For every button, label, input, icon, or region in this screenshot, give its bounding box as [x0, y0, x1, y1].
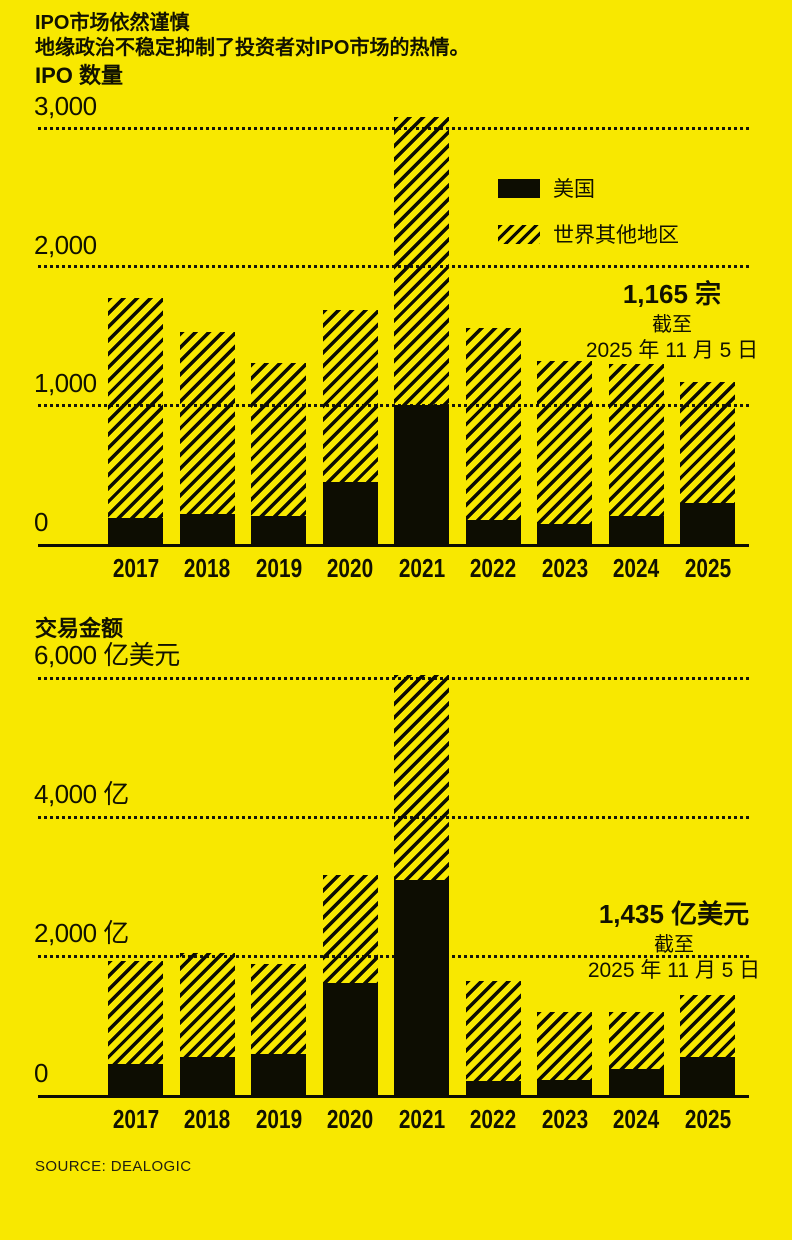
source-note: SOURCE: DEALOGIC — [35, 1158, 192, 1175]
bar-rest-of-world-2017 — [108, 297, 163, 519]
bar-rest-of-world-2020 — [322, 874, 378, 984]
y-axis-tick-label: 4,000 亿 — [34, 779, 129, 809]
bar-us-2022 — [465, 520, 521, 544]
y-axis-tick-label: 1,000 — [34, 368, 97, 399]
bar-rest-of-world-2025 — [680, 995, 735, 1058]
bar-rest-of-world-2018 — [179, 953, 235, 1058]
x-axis-label-2018: 2018 — [183, 553, 231, 583]
gridline-1000 — [38, 403, 749, 407]
x-axis-label-2024: 2024 — [612, 1104, 660, 1134]
bar-us-2020 — [322, 983, 378, 1095]
page-subtitle: 地缘政治不稳定抑制了投资者对IPO市场的热情。 — [35, 37, 470, 59]
x-axis-label-2025: 2025 — [684, 1104, 731, 1134]
chart2-annotation-asof: 截至 — [654, 934, 694, 956]
x-axis-label-2017: 2017 — [112, 1104, 159, 1134]
x-axis-label-2019: 2019 — [255, 1104, 302, 1134]
chart2-annotation-value: 1,435 亿美元 — [598, 899, 750, 929]
bar-rest-of-world-2023 — [537, 1012, 592, 1081]
bar-us-2025 — [680, 503, 735, 544]
bar-us-2021 — [394, 405, 449, 544]
bar-rest-of-world-2023 — [537, 360, 592, 524]
chart1-annotation: 1,165 宗 截至 2025 年 11 月 5 日 — [562, 279, 782, 364]
gridline-3000 — [38, 126, 749, 130]
x-axis-label-2023: 2023 — [541, 553, 588, 583]
chart2-title: 交易金额 — [35, 616, 124, 641]
x-axis-label-2025: 2025 — [684, 553, 731, 583]
bar-us-2017 — [108, 518, 163, 544]
x-axis-label-2018: 2018 — [183, 1104, 231, 1134]
x-axis-label-2020: 2020 — [326, 553, 374, 583]
x-axis-label-2017: 2017 — [112, 553, 159, 583]
legend-rest-of-world-swatch — [498, 224, 540, 244]
bar-rest-of-world-2018 — [179, 331, 235, 514]
x-axis-label-2020: 2020 — [326, 1104, 374, 1134]
legend-us-label: 美国 — [553, 178, 595, 201]
gridline-2000 — [38, 265, 749, 269]
bar-us-2017 — [108, 1063, 163, 1095]
chart1-annotation-asof: 截至 — [652, 314, 692, 336]
bar-rest-of-world-2022 — [465, 327, 521, 521]
legend-rest-of-world-label: 世界其他地区 — [553, 224, 679, 247]
bar-us-2018 — [179, 513, 235, 544]
bar-rest-of-world-2025 — [680, 382, 735, 504]
gridline-4000 — [38, 815, 749, 819]
chart2-plot: 0 2,000 亿 4,000 亿 6,000 亿美元 2017 2018 2019 2020… — [34, 640, 749, 1134]
bar-us-2023 — [537, 523, 592, 544]
chart1-annotation-value: 1,165 宗 — [622, 279, 722, 309]
bar-rest-of-world-2017 — [108, 960, 163, 1064]
legend-item-rest-of-world: 世界其他地区 — [498, 219, 679, 249]
bar-us-2020 — [322, 482, 378, 544]
bar-rest-of-world-2022 — [465, 981, 521, 1082]
x-axis-label-2021: 2021 — [398, 553, 445, 583]
bar-us-2022 — [465, 1081, 521, 1095]
x-axis-label-2024: 2024 — [612, 553, 660, 583]
bar-rest-of-world-2020 — [322, 309, 378, 483]
bar-us-2019 — [251, 515, 306, 544]
x-axis-label-2021: 2021 — [398, 1104, 445, 1134]
chart2-annotation: 1,435 亿美元 截至 2025 年 11 月 5 日 — [564, 899, 784, 984]
bar-rest-of-world-2021 — [394, 116, 449, 406]
y-axis-tick-label: 2,000 — [34, 229, 97, 260]
x-axis-label-2022: 2022 — [469, 553, 517, 583]
page-title: IPO市场依然谨慎 — [35, 12, 190, 34]
legend: 美国 世界其他地区 — [498, 173, 679, 249]
y-axis-tick-label: 0 — [34, 1058, 48, 1088]
x-axis-label-2022: 2022 — [469, 1104, 517, 1134]
bar-rest-of-world-2024 — [608, 363, 664, 517]
gridline-6000 — [38, 676, 749, 680]
bar-us-2025 — [680, 1057, 735, 1095]
x-axis-label-2019: 2019 — [255, 553, 302, 583]
chart2-annotation-date: 2025 年 11 月 5 日 — [587, 959, 761, 982]
chart1-annotation-date: 2025 年 11 月 5 日 — [585, 339, 759, 362]
x-axis-label-2023: 2023 — [541, 1104, 588, 1134]
legend-us-swatch — [498, 178, 540, 198]
bar-rest-of-world-2019 — [251, 963, 306, 1055]
bar-rest-of-world-2021 — [394, 674, 449, 880]
gridline-2000 — [38, 954, 749, 958]
bar-rest-of-world-2024 — [608, 1011, 664, 1070]
bar-us-2023 — [537, 1080, 592, 1095]
bar-rest-of-world-2019 — [251, 363, 306, 516]
y-axis-tick-label: 3,000 — [34, 91, 97, 121]
y-axis-tick-label: 2,000 亿 — [34, 918, 129, 948]
bar-us-2024 — [608, 516, 664, 544]
y-axis-tick-label: 0 — [34, 507, 48, 537]
chart1-plot: 0 1,000 2,000 3,000 2017 2018 2019 2020 2021 2022… — [34, 91, 749, 583]
legend-item-us: 美国 — [498, 173, 679, 203]
y-axis-tick-label: 6,000 亿美元 — [34, 640, 180, 670]
chart1-title: IPO 数量 — [35, 63, 124, 88]
bar-us-2018 — [179, 1057, 235, 1095]
bar-us-2019 — [251, 1054, 306, 1095]
bar-us-2024 — [608, 1069, 664, 1095]
bar-us-2021 — [394, 879, 449, 1095]
